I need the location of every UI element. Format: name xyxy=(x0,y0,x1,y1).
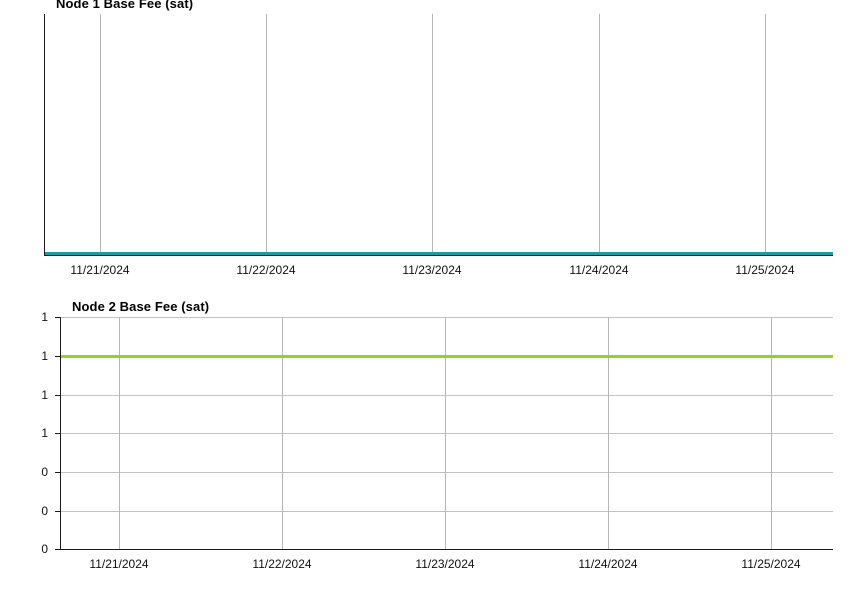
gridline-vertical xyxy=(266,14,267,256)
x-tick-labels-node-1: 11/21/2024 11/22/2024 11/23/2024 11/24/2… xyxy=(0,263,860,281)
chart-node-1-base-fee: Node 1 Base Fee (sat) 11/21/2024 11/22/2… xyxy=(0,0,860,285)
y-tick-label: 0 xyxy=(41,542,48,556)
plot-area-node-1 xyxy=(44,14,833,256)
x-tick-label: 11/24/2024 xyxy=(578,557,638,571)
y-tick-label: 1 xyxy=(41,310,48,324)
gridline-vertical xyxy=(765,14,766,256)
y-tick-mark xyxy=(55,433,60,434)
x-tick-label: 11/24/2024 xyxy=(569,263,629,277)
y-axis-node-2 xyxy=(60,317,61,549)
gridline-horizontal xyxy=(61,511,833,512)
y-tick-mark xyxy=(55,395,60,396)
y-tick-mark xyxy=(55,511,60,512)
series-line-node-1 xyxy=(44,252,833,255)
gridline-vertical xyxy=(119,317,120,549)
chart-title-node-2: Node 2 Base Fee (sat) xyxy=(72,299,210,314)
gridline-vertical xyxy=(432,14,433,256)
gridline-vertical xyxy=(445,317,446,549)
chart-node-2-base-fee: Node 2 Base Fee (sat) 1 1 1 1 0 0 0 11/2… xyxy=(0,296,860,600)
series-line-node-2 xyxy=(60,354,833,358)
y-tick-mark xyxy=(55,549,60,550)
gridline-horizontal xyxy=(61,317,833,318)
gridline-vertical xyxy=(771,317,772,549)
y-tick-mark xyxy=(55,317,60,318)
x-tick-label: 11/21/2024 xyxy=(89,557,149,571)
gridline-horizontal xyxy=(61,395,833,396)
x-tick-label: 11/23/2024 xyxy=(402,263,462,277)
x-tick-label: 11/23/2024 xyxy=(415,557,475,571)
x-tick-labels-node-2: 11/21/2024 11/22/2024 11/23/2024 11/24/2… xyxy=(0,557,860,575)
y-tick-label: 0 xyxy=(41,465,48,479)
gridline-vertical xyxy=(100,14,101,256)
y-tick-mark xyxy=(55,472,60,473)
x-tick-label: 11/22/2024 xyxy=(236,263,296,277)
y-tick-label: 1 xyxy=(41,349,48,363)
x-axis-node-1 xyxy=(44,255,833,256)
gridline-horizontal xyxy=(61,433,833,434)
gridline-horizontal xyxy=(61,472,833,473)
x-axis-node-2 xyxy=(60,549,833,550)
y-tick-label: 1 xyxy=(41,426,48,440)
gridline-vertical xyxy=(282,317,283,549)
gridline-vertical xyxy=(608,317,609,549)
y-tick-label: 0 xyxy=(41,504,48,518)
x-tick-label: 11/22/2024 xyxy=(252,557,312,571)
x-tick-label: 11/21/2024 xyxy=(70,263,130,277)
chart-title-node-1: Node 1 Base Fee (sat) xyxy=(56,0,194,11)
x-tick-label: 11/25/2024 xyxy=(735,263,795,277)
y-axis-node-1 xyxy=(44,14,45,256)
gridline-vertical xyxy=(599,14,600,256)
y-tick-label: 1 xyxy=(41,388,48,402)
x-tick-label: 11/25/2024 xyxy=(741,557,801,571)
y-tick-mark xyxy=(55,356,60,357)
